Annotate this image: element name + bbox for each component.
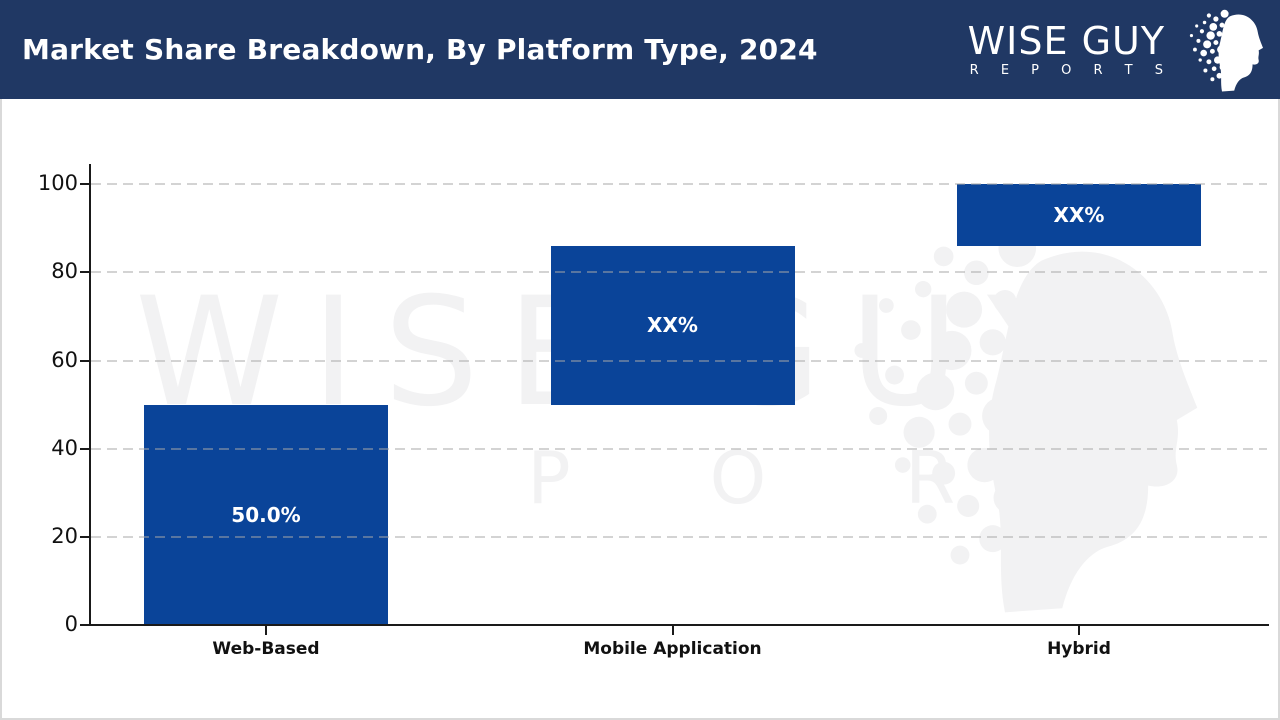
y-axis-spine	[89, 164, 91, 626]
x-tick-mark-1	[671, 626, 674, 635]
page-title: Market Share Breakdown, By Platform Type…	[22, 33, 818, 66]
bar-value-label: XX%	[647, 313, 698, 338]
y-tick-mark-100	[80, 183, 89, 186]
x-tick-mark-2	[1078, 626, 1080, 635]
y-tick-mark-80	[80, 271, 89, 274]
header-bar: Market Share Breakdown, By Platform Type…	[0, 0, 1280, 99]
x-tick-mark-0	[265, 626, 267, 635]
x-category-label-1: Mobile Application	[583, 639, 762, 659]
bar-value-label: 50.0%	[231, 502, 301, 527]
y-tick-label-20: 20	[51, 523, 78, 548]
x-category-label-0: Web-Based	[212, 639, 320, 659]
y-tick-mark-40	[80, 447, 89, 450]
y-tick-mark-60	[80, 359, 89, 362]
gridline-20	[91, 535, 1267, 538]
y-tick-label-100: 100	[37, 171, 78, 196]
y-tick-label-40: 40	[51, 435, 78, 460]
y-tick-mark-20	[80, 535, 89, 538]
y-tick-label-0: 0	[64, 612, 78, 636]
brand-name: WISE GUY	[967, 18, 1166, 63]
gridline-60	[91, 359, 1267, 362]
y-tick-label-80: 80	[51, 259, 78, 284]
bar-value-label: XX%	[1053, 203, 1105, 228]
brand-logo: WISE GUY R E P O R T S	[961, 0, 1270, 99]
x-axis-spine	[89, 624, 1269, 626]
brand-logo-text: WISE GUY R E P O R T S	[961, 22, 1172, 78]
bar-mobile-application: XX%	[550, 246, 795, 405]
y-tick-label-60: 60	[51, 347, 78, 372]
bar-web-based: 50.0%	[144, 404, 388, 625]
bar-hybrid: XX%	[957, 184, 1201, 247]
gridline-100	[91, 183, 1267, 186]
y-tick-mark-0	[80, 624, 89, 626]
gridline-40	[91, 447, 1267, 450]
brand-head-icon	[1189, 9, 1264, 91]
x-category-label-2: Hybrid	[1047, 639, 1111, 659]
brand-subtitle: R E P O R T S	[969, 62, 1172, 78]
gridline-80	[91, 271, 1267, 274]
